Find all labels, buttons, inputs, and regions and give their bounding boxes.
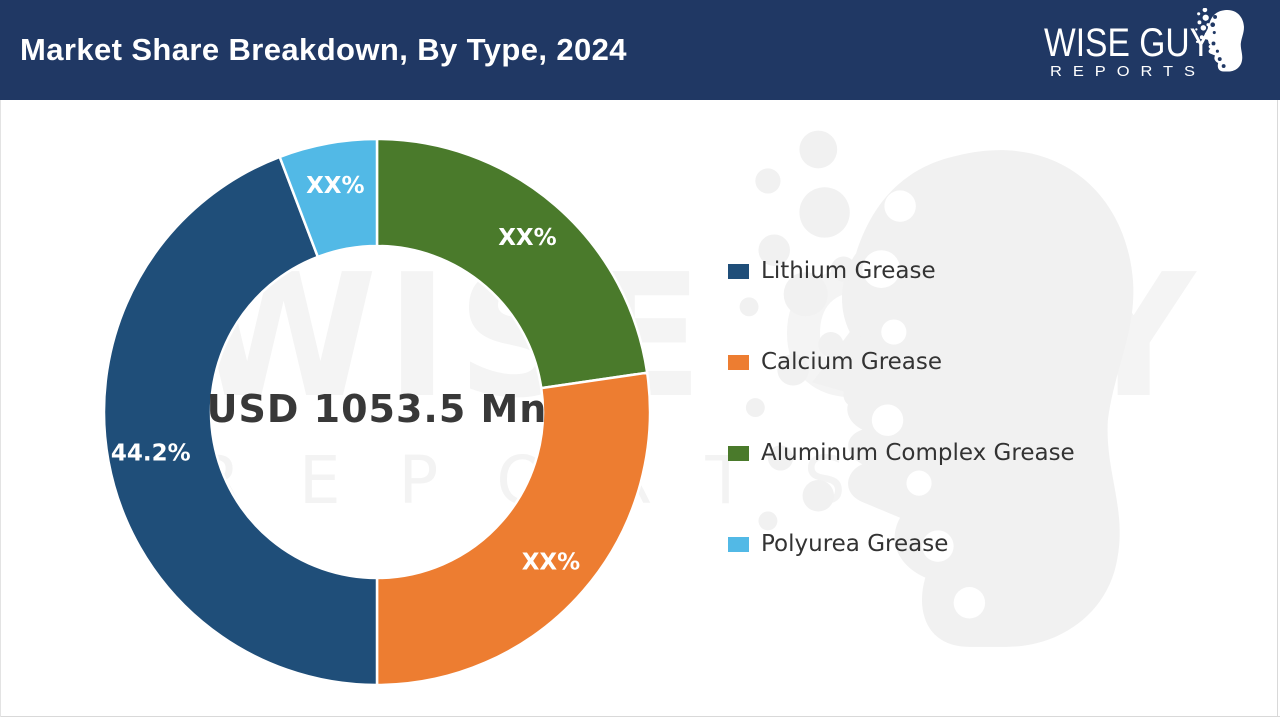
legend-label: Calcium Grease <box>761 349 943 375</box>
wedge-label-lithium-grease: 44.2% <box>111 441 191 467</box>
donut-chart: XX% XX% 44.2% XX% <box>102 137 652 687</box>
legend-item-calcium-grease: Calcium Grease <box>728 348 1075 376</box>
legend-item-polyurea-grease: Polyurea Grease <box>728 530 1075 558</box>
wedge-calcium-grease <box>375 371 652 687</box>
legend-item-aluminum-complex-grease: Aluminum Complex Grease <box>728 439 1075 467</box>
legend-label: Lithium Grease <box>761 258 936 284</box>
right-border-line <box>1277 100 1278 717</box>
legend-label: Polyurea Grease <box>761 531 949 557</box>
legend-swatch-polyurea-grease <box>728 536 749 552</box>
legend-swatch-calcium-grease <box>728 354 749 370</box>
legend-swatch-lithium-grease <box>728 263 749 279</box>
legend-item-lithium-grease: Lithium Grease <box>728 257 1075 285</box>
bottom-border-line <box>0 716 1280 717</box>
wedge-label-aluminum-complex-grease: XX% <box>498 225 557 251</box>
wise-guy-reports-logo: WISE GUY REPORTS <box>1044 8 1244 80</box>
logo-face-icon <box>1195 8 1244 72</box>
watermark-face-icon <box>739 130 1134 647</box>
legend: Lithium Grease Calcium Grease Aluminum Com… <box>728 257 1075 558</box>
left-border-line <box>0 100 1 717</box>
logo-wordmark: WISE GUY <box>1044 21 1212 65</box>
page-title: Market Share Breakdown, By Type, 2024 <box>20 32 627 67</box>
wedge-label-calcium-grease: XX% <box>522 549 581 575</box>
legend-swatch-aluminum-complex-grease <box>728 445 749 461</box>
wedge-polyurea-grease <box>278 137 379 259</box>
legend-label: Aluminum Complex Grease <box>761 440 1075 466</box>
header: Market Share Breakdown, By Type, 2024 WI… <box>0 0 1280 100</box>
logo-reports-text: REPORTS <box>1050 63 1206 80</box>
wedge-aluminum-complex-grease <box>375 137 649 390</box>
wedge-label-polyurea-grease: XX% <box>306 173 365 199</box>
donut-center-value: USD 1053.5 Mn <box>206 387 548 431</box>
wedge-lithium-grease <box>102 155 379 687</box>
